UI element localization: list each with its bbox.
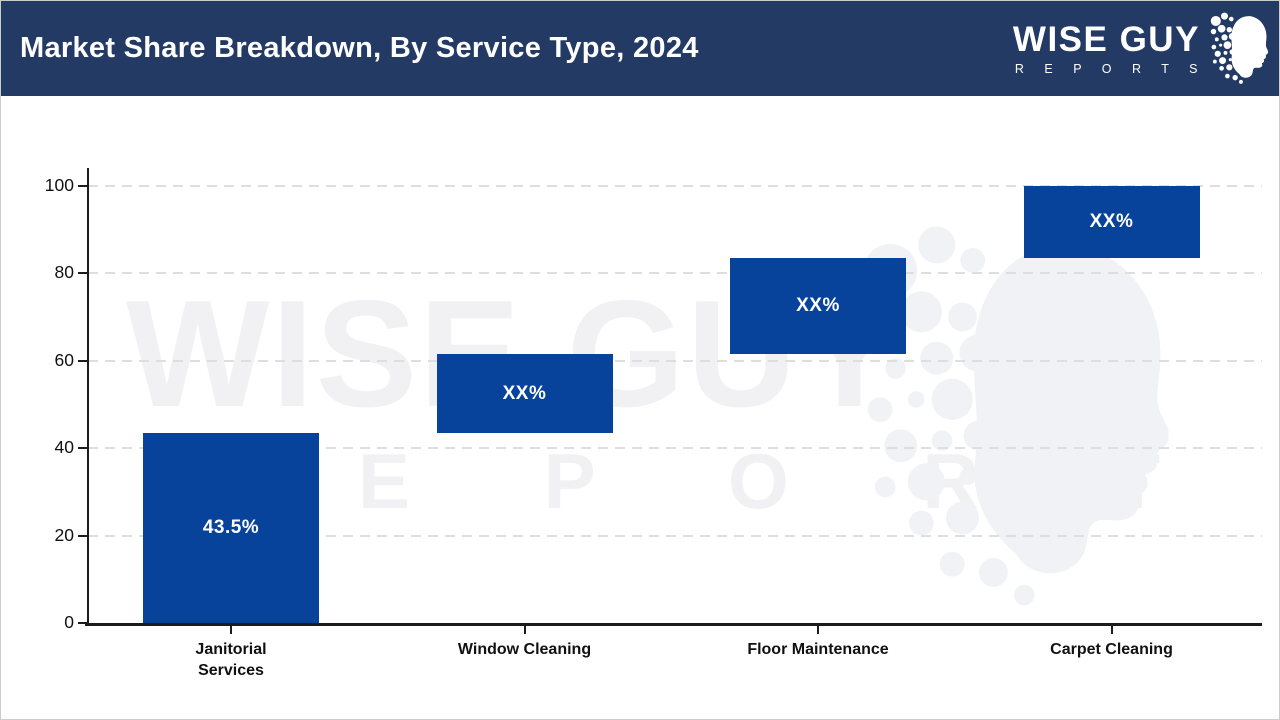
x-axis-line xyxy=(85,623,1262,626)
x-axis-tick xyxy=(230,625,232,634)
y-axis-tick-label: 100 xyxy=(44,175,74,195)
gridline xyxy=(88,359,1262,362)
gridline xyxy=(88,272,1262,275)
y-axis-tick xyxy=(78,185,88,187)
bar-value-label: XX% xyxy=(502,382,547,404)
y-axis-line xyxy=(87,168,89,625)
logo-text: WISE GUY R E P O R T S xyxy=(1013,22,1206,76)
logo-subtitle: R E P O R T S xyxy=(1014,62,1206,76)
bar-value-label: XX% xyxy=(1089,211,1134,233)
y-axis-tick-label: 20 xyxy=(54,524,74,545)
y-axis-tick-label: 40 xyxy=(54,437,74,458)
y-axis-tick xyxy=(78,272,88,275)
x-axis-category-label: Janitorial Services xyxy=(195,641,267,680)
header-bar: Market Share Breakdown, By Service Type,… xyxy=(0,0,1280,96)
y-axis-tick-label: 60 xyxy=(54,349,74,370)
logo-wordmark: WISE GUY xyxy=(1012,20,1200,59)
x-axis-category-label: Window Cleaning xyxy=(457,641,592,658)
gridline xyxy=(88,534,1262,537)
bar-value-label: XX% xyxy=(796,295,840,317)
x-axis-category-label: Floor Maintenance xyxy=(747,641,889,658)
gridline xyxy=(88,447,1262,450)
y-axis-tick-label: 80 xyxy=(54,262,74,283)
logo-face-icon xyxy=(1210,10,1268,88)
bar: XX% xyxy=(1023,186,1200,259)
bar: 43.5% xyxy=(143,432,319,623)
y-axis-tick xyxy=(78,359,88,362)
bar-value-label: 43.5% xyxy=(202,516,260,538)
bar: XX% xyxy=(436,354,613,433)
y-axis-tick xyxy=(78,622,88,624)
x-axis-tick xyxy=(817,625,819,634)
x-axis-tick xyxy=(1110,625,1113,634)
y-axis-tick-label: 0 xyxy=(64,612,74,632)
x-axis-category-label: Carpet Cleaning xyxy=(1050,641,1173,658)
gridline xyxy=(88,185,1262,187)
x-axis-tick xyxy=(523,625,526,634)
y-axis-tick xyxy=(78,447,88,450)
y-axis-tick xyxy=(78,534,88,537)
page-title: Market Share Breakdown, By Service Type,… xyxy=(20,31,699,64)
wise-guy-logo: WISE GUY R E P O R T S xyxy=(1013,10,1268,88)
bar: XX% xyxy=(730,258,906,355)
